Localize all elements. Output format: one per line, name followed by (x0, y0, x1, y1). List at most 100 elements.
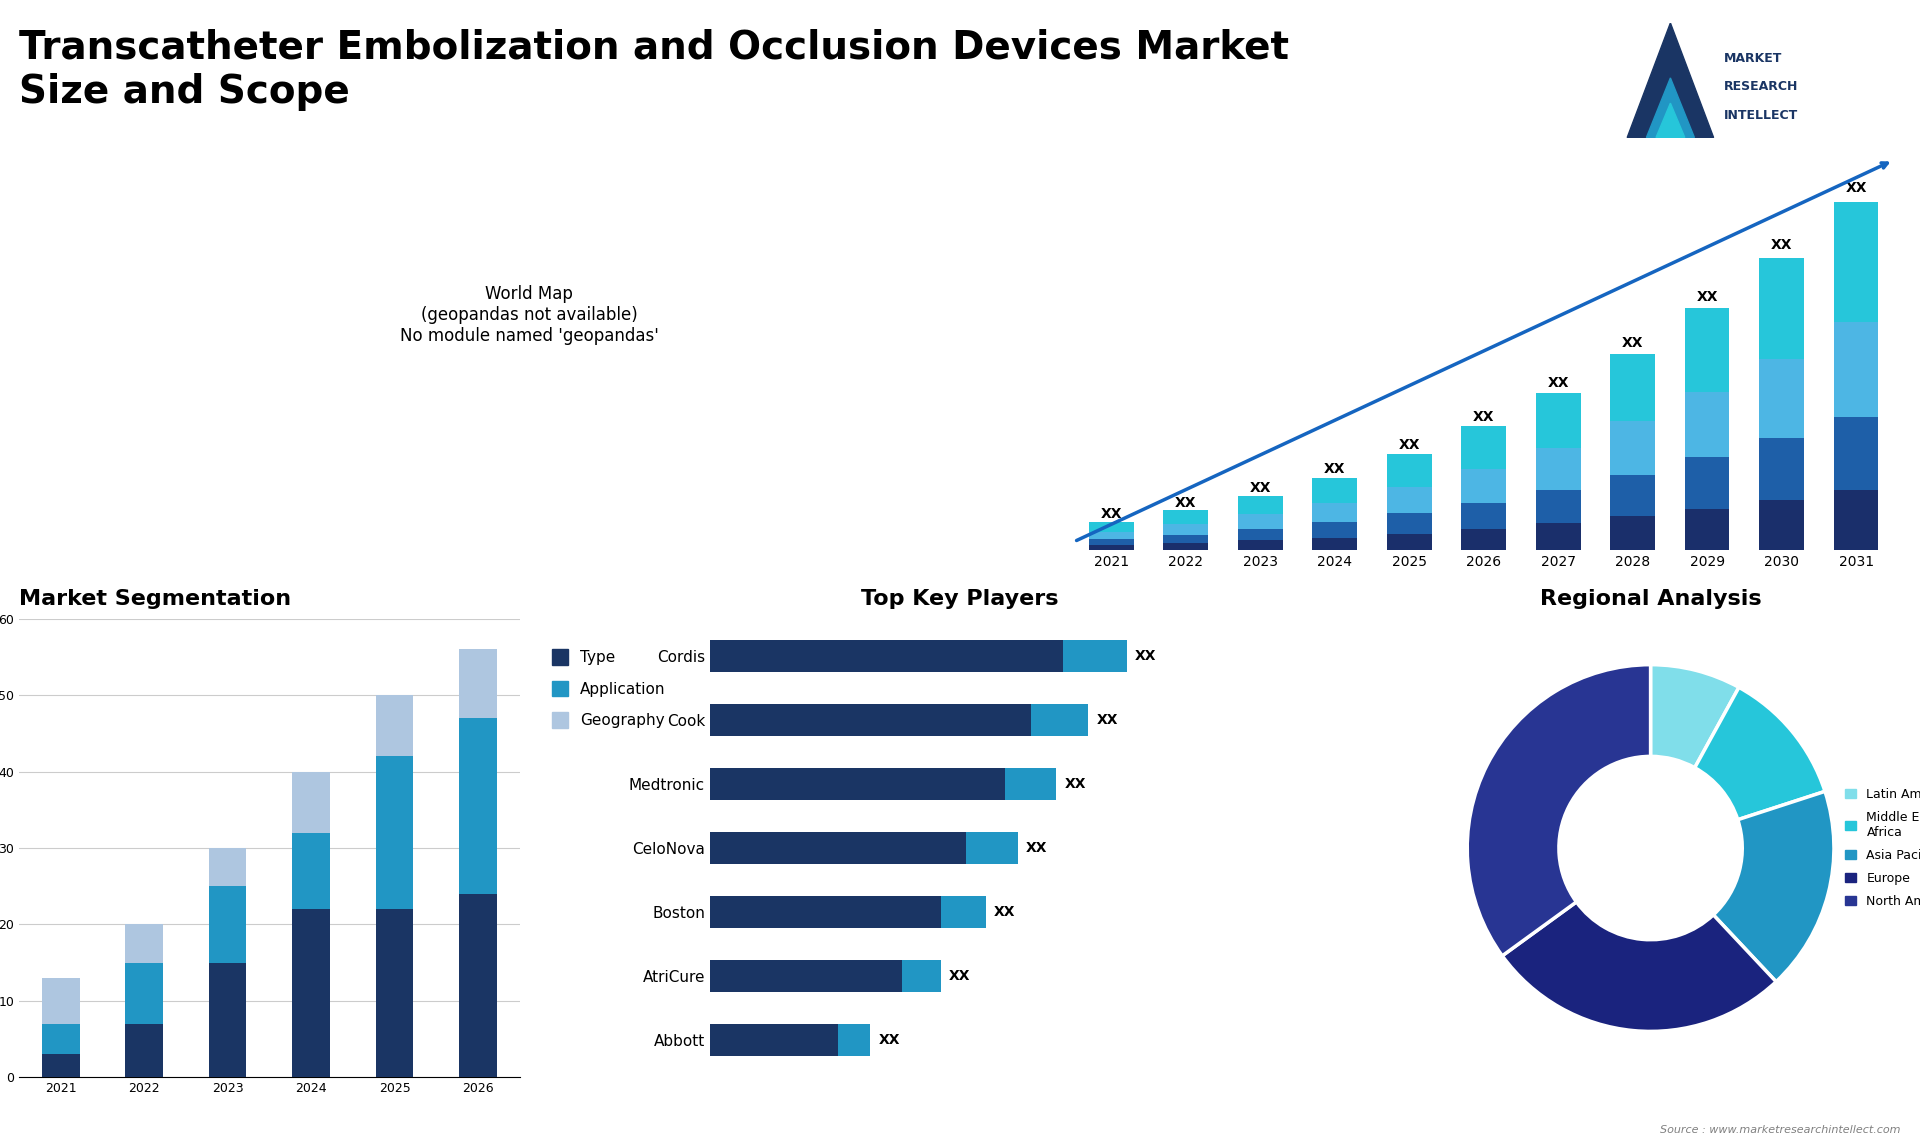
Bar (1313, 523, 1357, 537)
Bar (1834, 417, 1878, 490)
Text: XX: XX (1025, 841, 1048, 855)
Bar (292, 771, 330, 833)
Bar (1386, 513, 1432, 534)
Bar (1386, 454, 1432, 487)
Text: Transcatheter Embolization and Occlusion Devices Market
Size and Scope: Transcatheter Embolization and Occlusion… (19, 29, 1288, 111)
Bar (1164, 524, 1208, 535)
Wedge shape (1651, 665, 1740, 768)
Bar (376, 909, 413, 1077)
Text: XX: XX (1548, 376, 1569, 391)
Text: INTELLECT: INTELLECT (1724, 109, 1799, 121)
Bar (376, 756, 413, 909)
Text: XX: XX (1100, 508, 1121, 521)
Bar (209, 886, 246, 963)
Legend: Latin America, Middle East &
Africa, Asia Pacific, Europe, North America: Latin America, Middle East & Africa, Asi… (1839, 783, 1920, 913)
Bar (1004, 768, 1056, 800)
Bar (42, 1054, 79, 1077)
Text: XX: XX (1697, 290, 1718, 304)
Text: XX: XX (1325, 462, 1346, 476)
Text: XX: XX (1770, 238, 1793, 252)
Bar (42, 1023, 79, 1054)
Text: XX: XX (995, 905, 1016, 919)
Bar (292, 909, 330, 1077)
Bar (1759, 359, 1805, 438)
Bar (1238, 541, 1283, 550)
Text: XX: XX (1135, 649, 1156, 662)
Bar (1461, 503, 1505, 528)
Bar (1461, 426, 1505, 469)
Text: World Map
(geopandas not available)
No module named 'geopandas': World Map (geopandas not available) No m… (399, 285, 659, 345)
Bar (1089, 523, 1133, 532)
Bar (941, 896, 985, 928)
Bar (209, 848, 246, 886)
Bar (1611, 474, 1655, 516)
Bar (1686, 392, 1730, 457)
Bar (710, 768, 1004, 800)
Bar (1536, 448, 1580, 490)
Bar (1611, 422, 1655, 474)
Bar (209, 963, 246, 1077)
Text: XX: XX (1845, 181, 1866, 195)
Bar (1461, 469, 1505, 503)
Bar (710, 960, 902, 992)
Wedge shape (1713, 792, 1834, 982)
Bar (710, 1025, 839, 1057)
Bar (1536, 523, 1580, 550)
Bar (902, 960, 941, 992)
Bar (1089, 532, 1133, 540)
Bar (1536, 490, 1580, 523)
Bar (1461, 528, 1505, 550)
Bar (1313, 478, 1357, 503)
Text: XX: XX (1473, 410, 1494, 424)
Bar (1759, 258, 1805, 359)
Bar (459, 650, 497, 719)
Bar (125, 963, 163, 1023)
Bar (1834, 202, 1878, 322)
Bar (1164, 535, 1208, 543)
Text: XX: XX (879, 1034, 900, 1047)
Bar (966, 832, 1018, 864)
Bar (1686, 308, 1730, 392)
Text: XX: XX (1622, 336, 1644, 350)
Legend: Type, Application, Geography: Type, Application, Geography (553, 650, 666, 728)
Polygon shape (1655, 103, 1686, 138)
Bar (1386, 487, 1432, 513)
Bar (1313, 537, 1357, 550)
Bar (376, 696, 413, 756)
Bar (1611, 516, 1655, 550)
Bar (1686, 509, 1730, 550)
Bar (1536, 393, 1580, 448)
Bar (1313, 503, 1357, 523)
Text: RESEARCH: RESEARCH (1724, 80, 1799, 93)
Text: XX: XX (1064, 777, 1087, 791)
Text: XX: XX (1175, 496, 1196, 510)
Bar (710, 896, 941, 928)
Wedge shape (1501, 902, 1776, 1031)
Bar (1238, 528, 1283, 541)
Bar (1238, 515, 1283, 528)
Bar (1686, 457, 1730, 509)
Polygon shape (1626, 23, 1715, 138)
Bar (710, 704, 1031, 736)
Title: Market Segmentation: Market Segmentation (19, 589, 292, 609)
Text: XX: XX (1096, 713, 1117, 727)
Bar (839, 1025, 870, 1057)
Wedge shape (1695, 688, 1826, 819)
Bar (1089, 540, 1133, 545)
Wedge shape (1467, 665, 1651, 956)
Bar (459, 894, 497, 1077)
Bar (710, 639, 1062, 672)
Bar (1759, 438, 1805, 500)
Bar (1031, 704, 1089, 736)
Title: Top Key Players: Top Key Players (862, 589, 1058, 609)
Bar (1062, 639, 1127, 672)
Text: Source : www.marketresearchintellect.com: Source : www.marketresearchintellect.com (1661, 1124, 1901, 1135)
Bar (1834, 490, 1878, 550)
Bar (1611, 354, 1655, 422)
Text: XX: XX (1250, 481, 1271, 495)
Bar (459, 719, 497, 894)
Bar (125, 925, 163, 963)
Bar (1386, 534, 1432, 550)
Bar (292, 833, 330, 909)
Bar (1164, 510, 1208, 524)
